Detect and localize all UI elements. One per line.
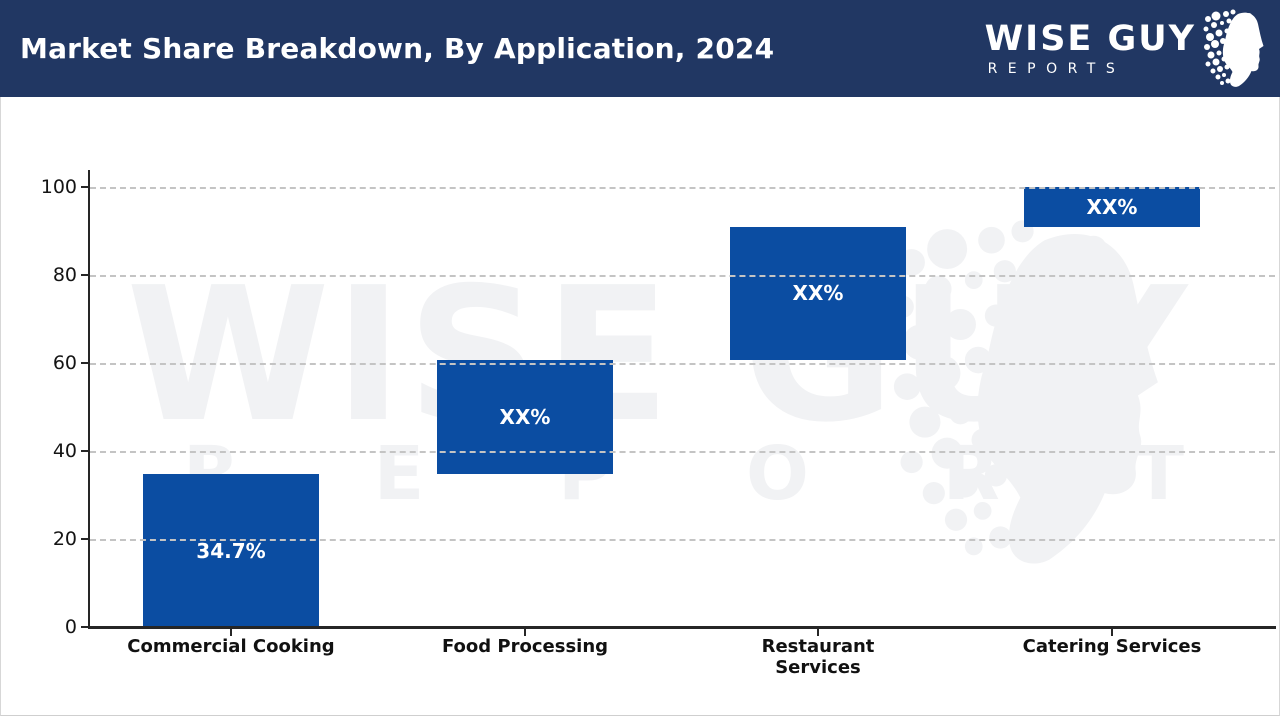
x-tick-label: Food Processing xyxy=(441,636,609,657)
y-axis-line xyxy=(88,170,90,627)
logo-subtitle: REPORTS xyxy=(987,60,1126,77)
bar-segment xyxy=(143,474,319,627)
x-tick-label: Commercial Cooking xyxy=(127,636,335,657)
bar-segment xyxy=(1024,187,1200,227)
bar-segment xyxy=(730,226,906,360)
bar-value-label: XX% xyxy=(1086,194,1138,219)
wise-guy-logo: WISE GUY REPORTS xyxy=(985,9,1266,89)
y-tick-mark xyxy=(81,450,88,452)
y-tick-mark xyxy=(81,274,88,276)
gridline xyxy=(90,187,1275,189)
x-tick-mark xyxy=(230,629,232,636)
y-tick-label: 100 xyxy=(40,176,77,198)
header: Market Share Breakdown, By Application, … xyxy=(0,0,1280,97)
x-tick-label: Catering Services xyxy=(1022,636,1202,657)
y-tick-mark xyxy=(81,362,88,364)
gridline xyxy=(90,451,1275,453)
y-tick-mark xyxy=(81,186,88,188)
waterfall-chart: 34.7% XX% XX% XX% 0 20 40 60 80 100 Commercial Coo… xyxy=(1,97,1279,715)
y-tick-mark xyxy=(81,538,88,540)
y-tick-label: 80 xyxy=(52,264,77,286)
bar-value-label: XX% xyxy=(792,281,844,306)
chart-title: Market Share Breakdown, By Application, … xyxy=(20,32,775,65)
logo-text: WISE GUY REPORTS xyxy=(984,18,1196,77)
y-tick-label: 0 xyxy=(64,616,77,638)
bar-segment xyxy=(437,359,613,475)
y-tick-mark xyxy=(81,626,88,628)
bar-value-label: XX% xyxy=(499,405,551,430)
gridline xyxy=(90,363,1275,365)
logo-wordmark: WISE GUY xyxy=(984,18,1196,59)
gridline xyxy=(90,539,1275,541)
gridline xyxy=(90,275,1275,277)
chart-area: WISE GUY R E P O R T S 34.7%XX%XX%XX%020… xyxy=(0,97,1280,716)
y-tick-label: 20 xyxy=(52,528,77,550)
x-axis-line xyxy=(88,626,1276,629)
x-tick-mark xyxy=(524,629,526,636)
y-tick-label: 40 xyxy=(52,440,77,462)
logo-dotted-face-icon xyxy=(1202,9,1266,89)
x-tick-label: Restaurant Services xyxy=(761,636,875,679)
y-tick-label: 60 xyxy=(52,352,77,374)
x-tick-mark xyxy=(1111,629,1113,636)
x-tick-mark xyxy=(817,629,819,636)
bar-value-label: 34.7% xyxy=(196,538,266,563)
